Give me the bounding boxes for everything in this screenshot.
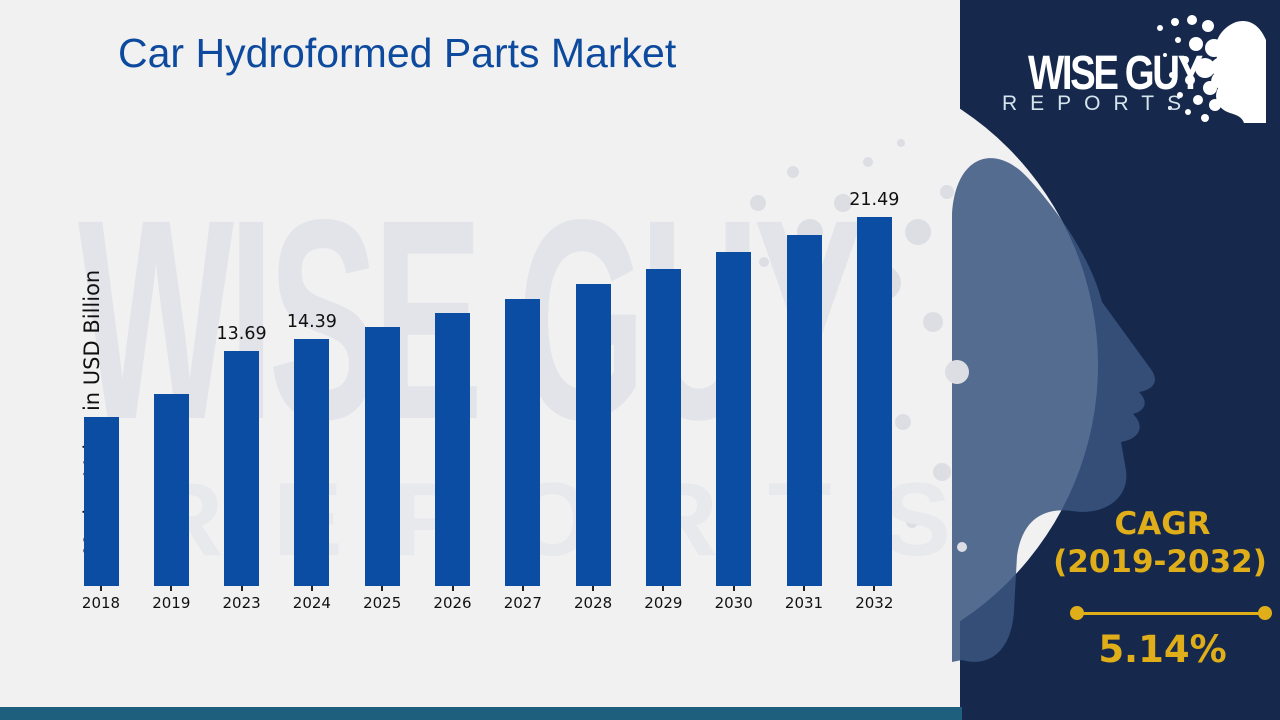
x-tick-label-2026: 2026 bbox=[433, 594, 472, 612]
cagr-range: (2019-2032) bbox=[1053, 544, 1267, 580]
x-tick-label-2024: 2024 bbox=[292, 594, 331, 612]
bar-value-label-2023: 13.69 bbox=[216, 324, 267, 345]
head-profile-watermark-icon bbox=[952, 158, 1155, 662]
x-axis-tick bbox=[170, 586, 173, 591]
x-tick-label-2018: 2018 bbox=[81, 594, 121, 612]
bar-value-label-2032: 21.49 bbox=[849, 190, 900, 211]
bar-2027 bbox=[505, 299, 541, 586]
bar-2028 bbox=[575, 284, 611, 586]
bar-2032 bbox=[856, 217, 892, 586]
x-axis-tick bbox=[873, 586, 876, 591]
x-axis-tick bbox=[451, 586, 454, 591]
logo-dots-cluster bbox=[1157, 15, 1236, 122]
bottom-accent-strip bbox=[0, 707, 962, 720]
x-tick-label-2030: 2030 bbox=[714, 594, 753, 612]
x-tick-label-2032: 2032 bbox=[855, 594, 894, 612]
x-axis-tick bbox=[240, 586, 243, 591]
x-tick-label-2023: 2023 bbox=[222, 594, 261, 612]
bar-2018 bbox=[83, 417, 119, 586]
cagr-line-right-dot bbox=[1258, 606, 1272, 620]
x-tick-label-2031: 2031 bbox=[784, 594, 824, 612]
cagr-line-left-dot bbox=[1070, 606, 1084, 620]
x-axis-tick bbox=[592, 586, 595, 591]
bar-value-label-2024: 14.39 bbox=[286, 312, 337, 333]
x-axis-tick bbox=[662, 586, 665, 591]
cagr-value: 5.14% bbox=[1098, 628, 1227, 671]
logo-wiseguy-text: WISE GUY bbox=[1028, 47, 1203, 100]
bar-2029 bbox=[645, 268, 681, 586]
x-axis-tick bbox=[100, 586, 102, 591]
bar-2025 bbox=[364, 326, 400, 586]
x-axis-tick bbox=[803, 586, 805, 591]
page-title: Car Hydroformed Parts Market bbox=[118, 30, 677, 76]
bar-2023 bbox=[224, 351, 260, 586]
bar-2030 bbox=[716, 252, 752, 586]
cagr-label: CAGR bbox=[1114, 506, 1211, 542]
x-tick-label-2028: 2028 bbox=[574, 594, 613, 612]
x-tick-label-2019: 2019 bbox=[152, 594, 191, 612]
x-axis-tick bbox=[310, 586, 313, 591]
bar-2019 bbox=[153, 393, 189, 586]
x-tick-label-2027: 2027 bbox=[503, 594, 542, 612]
x-axis-tick bbox=[521, 586, 524, 591]
x-tick-label-2025: 2025 bbox=[363, 594, 402, 612]
logo-reports-text: REPORTS bbox=[1002, 92, 1195, 115]
bar-2031 bbox=[786, 235, 822, 586]
logo-face-icon bbox=[1210, 20, 1266, 124]
x-axis-tick bbox=[381, 586, 384, 591]
x-axis-tick bbox=[732, 586, 735, 591]
cagr-line bbox=[1080, 612, 1262, 615]
x-tick-label-2029: 2029 bbox=[644, 594, 683, 612]
bar-2026 bbox=[435, 313, 470, 586]
bar-2024 bbox=[294, 339, 330, 586]
